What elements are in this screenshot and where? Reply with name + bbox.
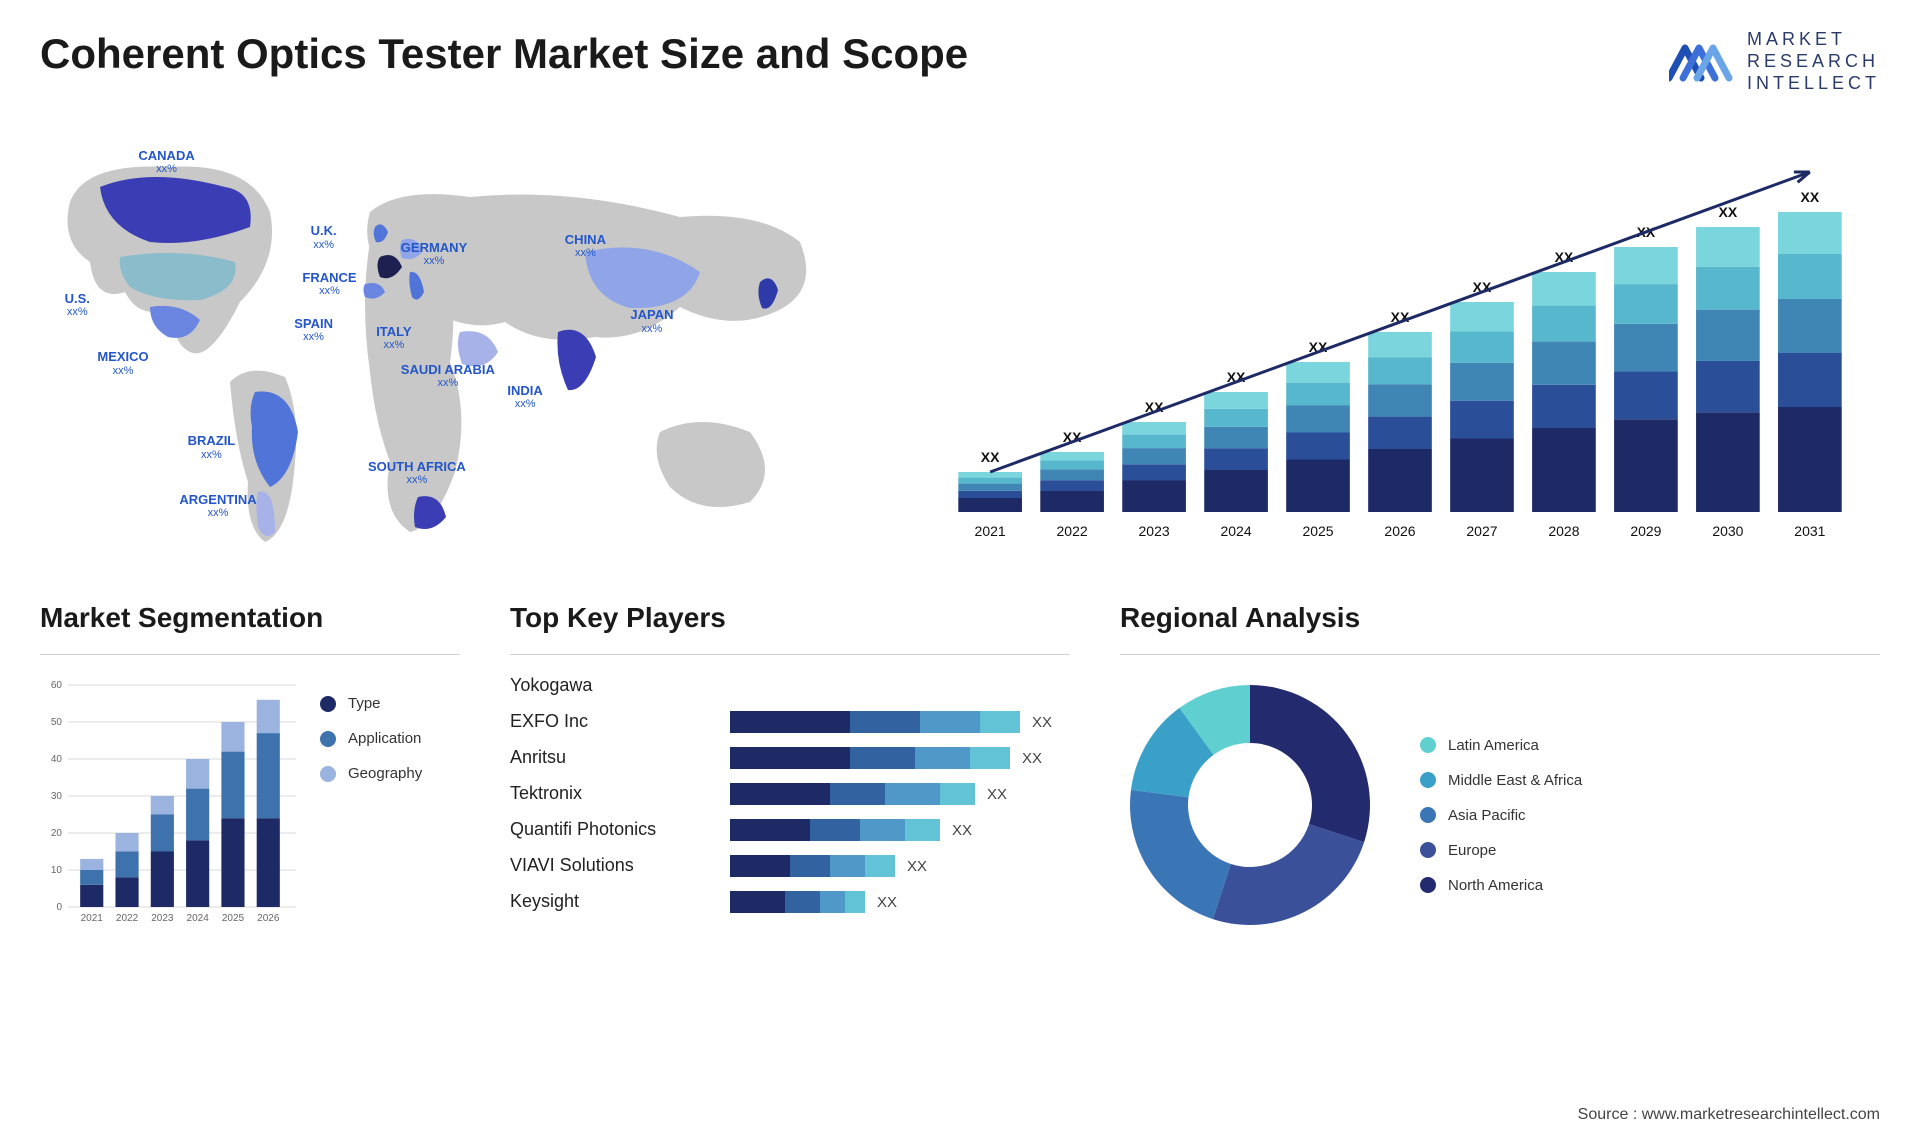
legend-item: Geography bbox=[320, 765, 422, 782]
svg-text:2026: 2026 bbox=[257, 913, 280, 924]
svg-text:XX: XX bbox=[1719, 204, 1738, 220]
player-bar-row: XX bbox=[730, 747, 1070, 769]
regional-legend: Latin America Middle East & Africa Asia Pa… bbox=[1420, 717, 1582, 894]
svg-text:2030: 2030 bbox=[1712, 523, 1743, 539]
segmentation-title: Market Segmentation bbox=[40, 602, 460, 634]
world-map: CANADAxx% U.S.xx% MEXICOxx% BRAZILxx% ARGENT… bbox=[40, 132, 860, 552]
svg-text:60: 60 bbox=[51, 680, 63, 691]
logo-text-3: INTELLECT bbox=[1747, 74, 1880, 92]
svg-text:XX: XX bbox=[981, 449, 1000, 465]
svg-text:30: 30 bbox=[51, 791, 63, 802]
legend-item: Europe bbox=[1420, 842, 1582, 859]
player-name: EXFO Inc bbox=[510, 711, 700, 733]
country-label: GERMANYxx% bbox=[401, 241, 467, 267]
regional-title: Regional Analysis bbox=[1120, 602, 1880, 634]
player-bar-row: XX bbox=[730, 819, 1070, 841]
svg-text:2031: 2031 bbox=[1794, 523, 1825, 539]
country-label: CHINAxx% bbox=[565, 233, 606, 259]
world-map-svg bbox=[40, 132, 860, 552]
country-label: U.S.xx% bbox=[65, 292, 90, 318]
svg-text:2023: 2023 bbox=[151, 913, 174, 924]
svg-text:0: 0 bbox=[56, 902, 62, 913]
player-name: Yokogawa bbox=[510, 675, 700, 697]
svg-text:50: 50 bbox=[51, 717, 63, 728]
svg-text:2029: 2029 bbox=[1630, 523, 1661, 539]
player-bar-row: XX bbox=[730, 855, 1070, 877]
country-label: CANADAxx% bbox=[138, 149, 194, 175]
logo-icon bbox=[1669, 36, 1733, 86]
legend-item: Latin America bbox=[1420, 737, 1582, 754]
divider bbox=[40, 654, 460, 655]
regional-donut-svg bbox=[1120, 675, 1380, 935]
country-label: SPAINxx% bbox=[294, 317, 333, 343]
svg-text:2024: 2024 bbox=[187, 913, 210, 924]
player-bar-row: XX bbox=[730, 711, 1070, 733]
country-label: JAPANxx% bbox=[630, 308, 673, 334]
svg-text:2023: 2023 bbox=[1139, 523, 1170, 539]
source-attribution: Source : www.marketresearchintellect.com bbox=[1578, 1106, 1880, 1124]
players-title: Top Key Players bbox=[510, 602, 1070, 634]
country-label: BRAZILxx% bbox=[188, 434, 236, 460]
player-name: VIAVI Solutions bbox=[510, 855, 700, 877]
brand-logo: MARKET RESEARCH INTELLECT bbox=[1669, 30, 1880, 92]
country-label: FRANCExx% bbox=[302, 271, 356, 297]
logo-text-1: MARKET bbox=[1747, 30, 1880, 48]
svg-text:XX: XX bbox=[1801, 189, 1820, 205]
svg-text:2025: 2025 bbox=[222, 913, 245, 924]
player-bar-row: XX bbox=[730, 783, 1070, 805]
legend-item: North America bbox=[1420, 877, 1582, 894]
country-label: MEXICOxx% bbox=[97, 350, 148, 376]
svg-text:2021: 2021 bbox=[975, 523, 1006, 539]
svg-text:2027: 2027 bbox=[1466, 523, 1497, 539]
legend-item: Application bbox=[320, 730, 422, 747]
country-label: SOUTH AFRICAxx% bbox=[368, 460, 466, 486]
svg-text:20: 20 bbox=[51, 828, 63, 839]
country-label: INDIAxx% bbox=[507, 384, 542, 410]
player-name: Keysight bbox=[510, 891, 700, 913]
svg-text:2022: 2022 bbox=[1057, 523, 1088, 539]
svg-text:2022: 2022 bbox=[116, 913, 139, 924]
segmentation-legend: Type Application Geography bbox=[320, 675, 422, 935]
svg-text:10: 10 bbox=[51, 865, 63, 876]
divider bbox=[1120, 654, 1880, 655]
logo-text-2: RESEARCH bbox=[1747, 52, 1880, 70]
svg-text:2026: 2026 bbox=[1384, 523, 1415, 539]
svg-text:2028: 2028 bbox=[1548, 523, 1579, 539]
player-name: Tektronix bbox=[510, 783, 700, 805]
player-names-list: Yokogawa EXFO Inc Anritsu Tektronix Quantifi… bbox=[510, 675, 700, 913]
player-name: Anritsu bbox=[510, 747, 700, 769]
svg-text:2021: 2021 bbox=[81, 913, 104, 924]
player-bar-row: XX bbox=[730, 891, 1070, 913]
country-label: SAUDI ARABIAxx% bbox=[401, 363, 495, 389]
player-name: Quantifi Photonics bbox=[510, 819, 700, 841]
divider bbox=[510, 654, 1070, 655]
svg-text:2025: 2025 bbox=[1302, 523, 1333, 539]
legend-item: Type bbox=[320, 695, 422, 712]
page-title: Coherent Optics Tester Market Size and S… bbox=[40, 30, 968, 78]
growth-bar-chart: XX2021XX2022XX2023XX2024XX2025XX2026XX20… bbox=[920, 132, 1880, 552]
legend-item: Middle East & Africa bbox=[1420, 772, 1582, 789]
player-bars: XX XX XX XX XX XX bbox=[730, 675, 1070, 913]
country-label: ITALYxx% bbox=[376, 325, 411, 351]
legend-item: Asia Pacific bbox=[1420, 807, 1582, 824]
svg-text:40: 40 bbox=[51, 754, 63, 765]
country-label: ARGENTINAxx% bbox=[179, 493, 256, 519]
country-label: U.K.xx% bbox=[311, 224, 337, 250]
growth-chart-svg: XX2021XX2022XX2023XX2024XX2025XX2026XX20… bbox=[920, 132, 1880, 552]
svg-text:2024: 2024 bbox=[1220, 523, 1251, 539]
segmentation-chart-svg: 0 10 20 30 40 50 60 2021 2022 2023 2024 2025 2026 bbox=[40, 675, 300, 935]
